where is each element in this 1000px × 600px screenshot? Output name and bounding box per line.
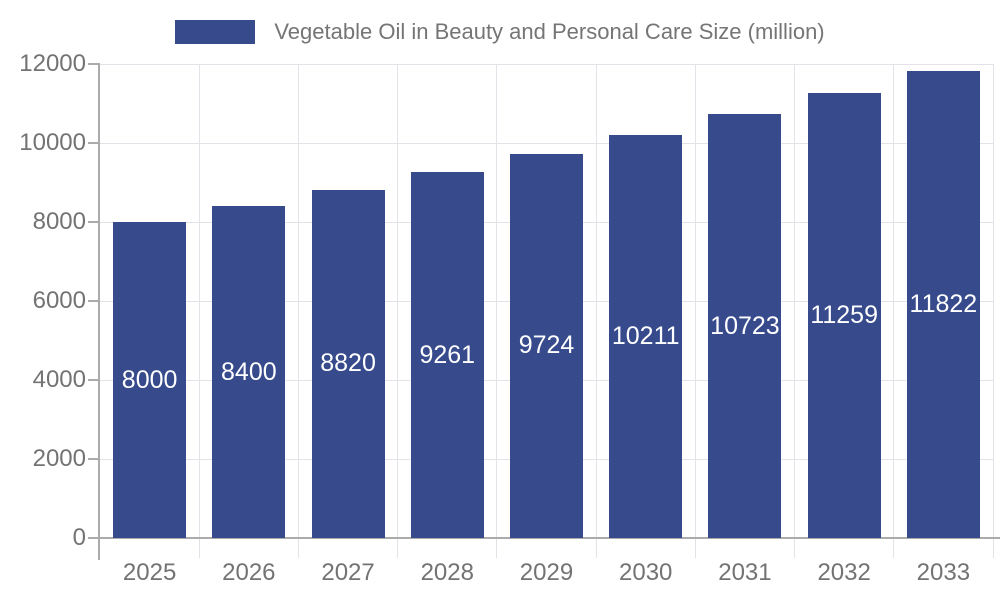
y-axis-tick bbox=[88, 221, 100, 223]
y-axis-label: 6000 bbox=[32, 287, 86, 314]
y-axis-tick bbox=[88, 458, 100, 460]
bar: 9261 bbox=[410, 172, 484, 538]
h-gridline bbox=[100, 63, 993, 65]
bar: 11259 bbox=[807, 93, 881, 538]
y-axis-tick bbox=[88, 63, 100, 65]
bar: 9724 bbox=[510, 153, 583, 538]
x-axis-label: 2026 bbox=[222, 559, 276, 586]
y-axis-line bbox=[98, 64, 100, 560]
x-axis-label: 2029 bbox=[519, 559, 574, 586]
v-gridline bbox=[893, 64, 895, 558]
y-axis-tick bbox=[88, 142, 100, 144]
v-gridline bbox=[992, 64, 994, 558]
y-axis-label: 12000 bbox=[19, 50, 86, 77]
v-gridline bbox=[297, 64, 299, 558]
x-axis-label: 2032 bbox=[817, 559, 871, 586]
v-gridline bbox=[198, 64, 200, 558]
y-axis-label: 8000 bbox=[32, 208, 86, 235]
bar: 8820 bbox=[311, 189, 385, 538]
bar: 10211 bbox=[609, 134, 683, 538]
bar: 10723 bbox=[708, 114, 782, 538]
bar-value-label: 11822 bbox=[909, 290, 978, 318]
legend-label[interactable]: Vegetable Oil in Beauty and Personal Car… bbox=[274, 19, 825, 44]
legend-swatch[interactable] bbox=[175, 20, 256, 44]
bar-value-label: 11259 bbox=[810, 301, 878, 330]
v-gridline bbox=[496, 64, 498, 558]
bar: 8000 bbox=[113, 222, 187, 538]
h-gridline bbox=[100, 142, 993, 144]
y-axis-tick bbox=[88, 300, 100, 302]
x-axis-label: 2027 bbox=[321, 559, 375, 586]
x-axis-label: 2025 bbox=[122, 559, 177, 586]
bar: 11822 bbox=[906, 71, 980, 538]
bar-value-label: 8820 bbox=[320, 349, 376, 378]
y-axis-label: 4000 bbox=[32, 366, 86, 393]
x-axis-label: 2031 bbox=[718, 559, 772, 586]
bar: 8400 bbox=[212, 206, 286, 538]
x-axis-label: 2033 bbox=[916, 559, 971, 586]
bar-value-label: 8000 bbox=[121, 365, 178, 394]
y-axis-tick bbox=[88, 379, 100, 381]
v-gridline bbox=[595, 64, 597, 558]
bar-value-label: 9261 bbox=[419, 340, 476, 369]
x-axis-label: 2030 bbox=[619, 559, 673, 586]
bar-value-label: 10211 bbox=[611, 321, 680, 350]
x-axis-label: 2028 bbox=[420, 559, 474, 586]
bar-value-label: 8400 bbox=[221, 357, 277, 386]
x-axis-line bbox=[88, 537, 1000, 539]
v-gridline bbox=[397, 64, 399, 558]
v-gridline bbox=[794, 64, 796, 558]
v-gridline bbox=[694, 64, 696, 558]
legend[interactable]: Vegetable Oil in Beauty and Personal Car… bbox=[0, 17, 1000, 47]
y-axis-label: 10000 bbox=[19, 129, 86, 156]
y-axis-label: 0 bbox=[72, 524, 86, 551]
bar-value-label: 10723 bbox=[710, 311, 780, 340]
y-axis-label: 2000 bbox=[32, 445, 86, 472]
bar-value-label: 9724 bbox=[518, 331, 575, 360]
